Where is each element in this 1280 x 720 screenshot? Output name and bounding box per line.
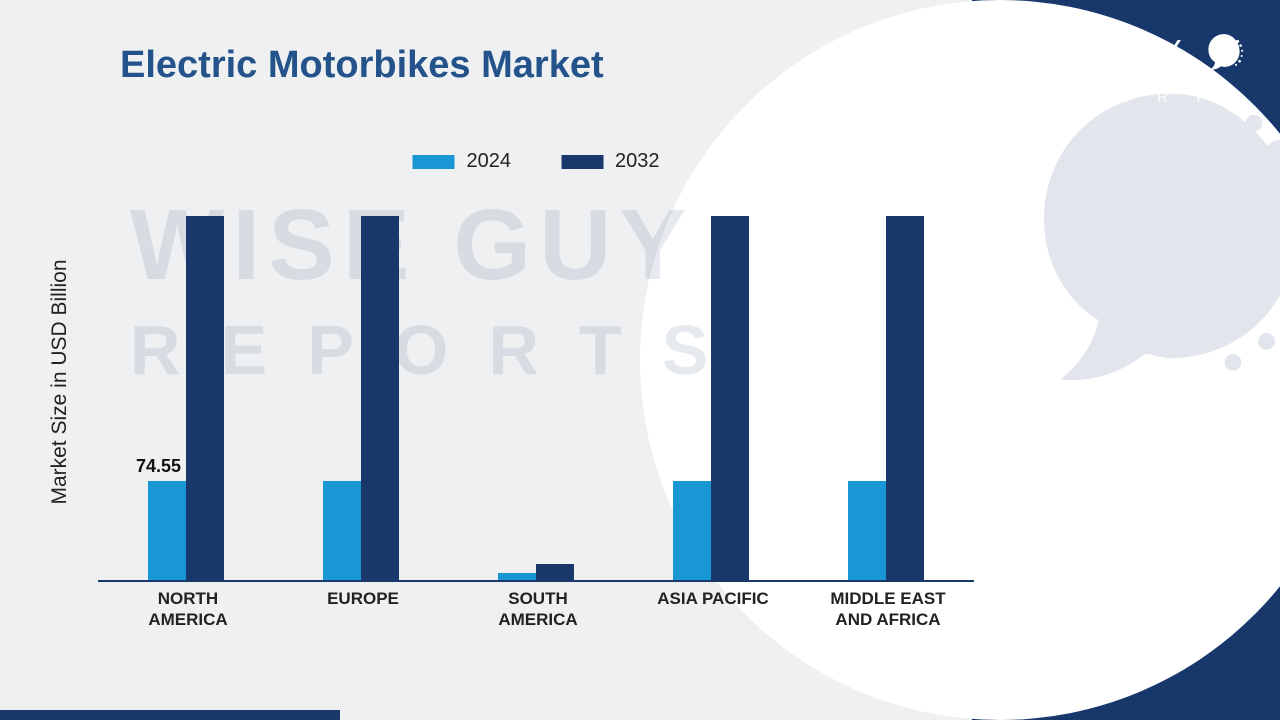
legend-item-2024: 2024 <box>413 150 512 173</box>
legend: 2024 2032 <box>413 150 660 173</box>
category-label: NORTH AMERICA <box>118 588 258 631</box>
bar-group: EUROPE <box>303 182 423 580</box>
category-label: MIDDLE EAST AND AFRICA <box>818 588 958 631</box>
bar-2032 <box>711 216 749 580</box>
legend-label-2032: 2032 <box>615 150 660 173</box>
bar-2032 <box>361 216 399 580</box>
brand-line1: WISE GUY <box>980 34 1188 70</box>
bar-group: SOUTH AMERICA <box>478 182 598 580</box>
legend-swatch-2032 <box>561 155 603 169</box>
bar-2032 <box>186 216 224 580</box>
bar-group: 74.55NORTH AMERICA <box>128 182 248 580</box>
brain-head-icon <box>1198 30 1250 87</box>
bottom-accent-bar <box>0 710 340 720</box>
legend-label-2024: 2024 <box>467 150 512 173</box>
bar-2024 <box>848 481 886 580</box>
bar-group: ASIA PACIFIC <box>653 182 773 580</box>
bar-group: MIDDLE EAST AND AFRICA <box>828 182 948 580</box>
bar-2032 <box>886 216 924 580</box>
category-label: SOUTH AMERICA <box>468 588 608 631</box>
category-label: EUROPE <box>293 588 433 609</box>
bar-2024 <box>673 481 711 580</box>
bar-2024 <box>498 573 536 580</box>
plot-area: 74.55NORTH AMERICA EUROPE SOUTH AMERICA ASI… <box>98 182 974 582</box>
chart-canvas: WISE GUY REPORTS Electric Motorbikes Mar… <box>0 0 1280 720</box>
bar-2032 <box>536 564 574 580</box>
chart-title: Electric Motorbikes Market <box>120 44 604 87</box>
bar-2024 <box>148 481 186 580</box>
category-label: ASIA PACIFIC <box>643 588 783 609</box>
y-axis-label: Market Size in USD Billion <box>48 259 72 504</box>
legend-swatch-2024 <box>413 155 455 169</box>
legend-item-2032: 2032 <box>561 150 660 173</box>
bar-value-label: 74.55 <box>136 456 181 477</box>
chart-area: 2024 2032 Market Size in USD Billion 74.… <box>98 182 974 582</box>
brand-line2: R E P O R T S <box>980 89 1250 107</box>
bar-2024 <box>323 481 361 580</box>
brand-logo: WISE GUY R E P O R T S <box>980 30 1250 107</box>
